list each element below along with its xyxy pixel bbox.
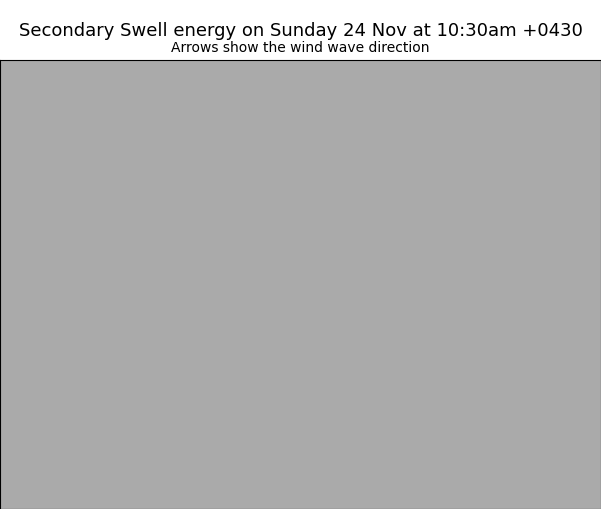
Text: Arrows show the wind wave direction: Arrows show the wind wave direction [171, 41, 430, 55]
Text: Secondary Swell energy on Sunday 24 Nov at 10:30am +0430: Secondary Swell energy on Sunday 24 Nov … [19, 21, 582, 40]
